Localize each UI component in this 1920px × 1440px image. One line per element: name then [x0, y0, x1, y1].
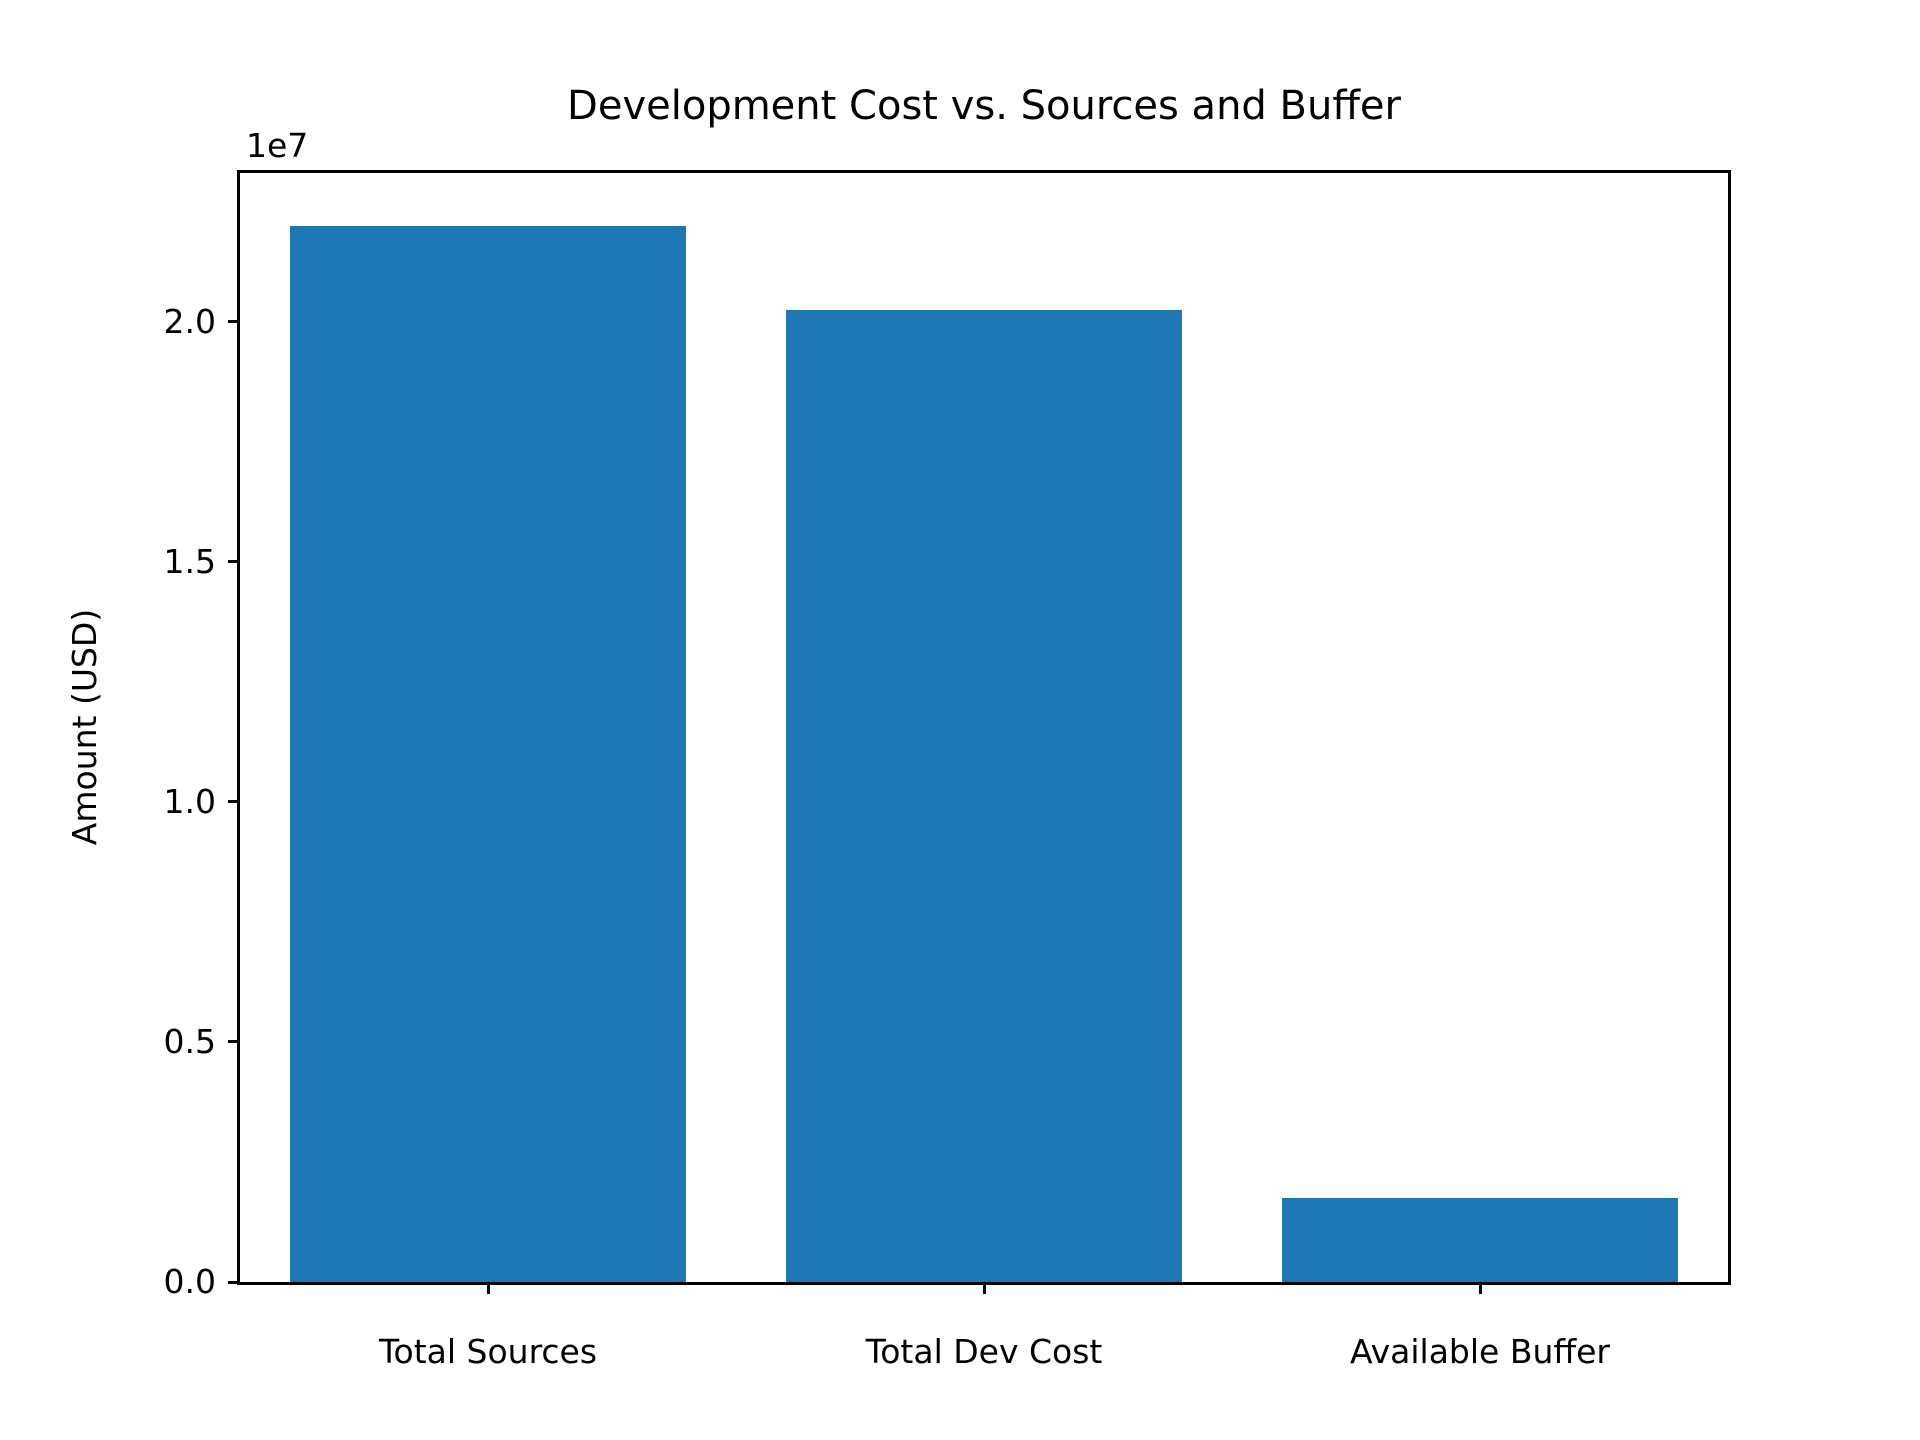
y-axis-offset-text: 1e7 [246, 126, 309, 165]
x-tick-mark [1478, 1282, 1482, 1294]
x-tick-label: Available Buffer [1349, 1332, 1611, 1371]
chart-title: Development Cost vs. Sources and Buffer [567, 83, 1401, 129]
x-tick-label: Total Sources [378, 1332, 598, 1371]
x-tick-mark [486, 1282, 490, 1294]
y-tick-mark [228, 800, 240, 804]
y-tick-mark [228, 320, 240, 324]
y-tick-mark [228, 1280, 240, 1284]
bar-total-dev-cost [785, 309, 1183, 1282]
plot-area [237, 170, 1731, 1285]
y-tick-mark [228, 1040, 240, 1044]
y-tick-label: 2.0 [163, 301, 216, 341]
y-tick-label: 0.5 [163, 1021, 216, 1061]
bar-available-buffer [1281, 1198, 1679, 1282]
x-tick-mark [982, 1282, 986, 1294]
y-tick-label: 0.0 [163, 1262, 216, 1301]
y-tick-label: 1.0 [163, 781, 216, 821]
y-tick-label: 1.5 [163, 541, 216, 581]
x-tick-label: Total Dev Cost [865, 1332, 1103, 1371]
y-tick-mark [228, 560, 240, 564]
bar-total-sources [289, 225, 687, 1282]
